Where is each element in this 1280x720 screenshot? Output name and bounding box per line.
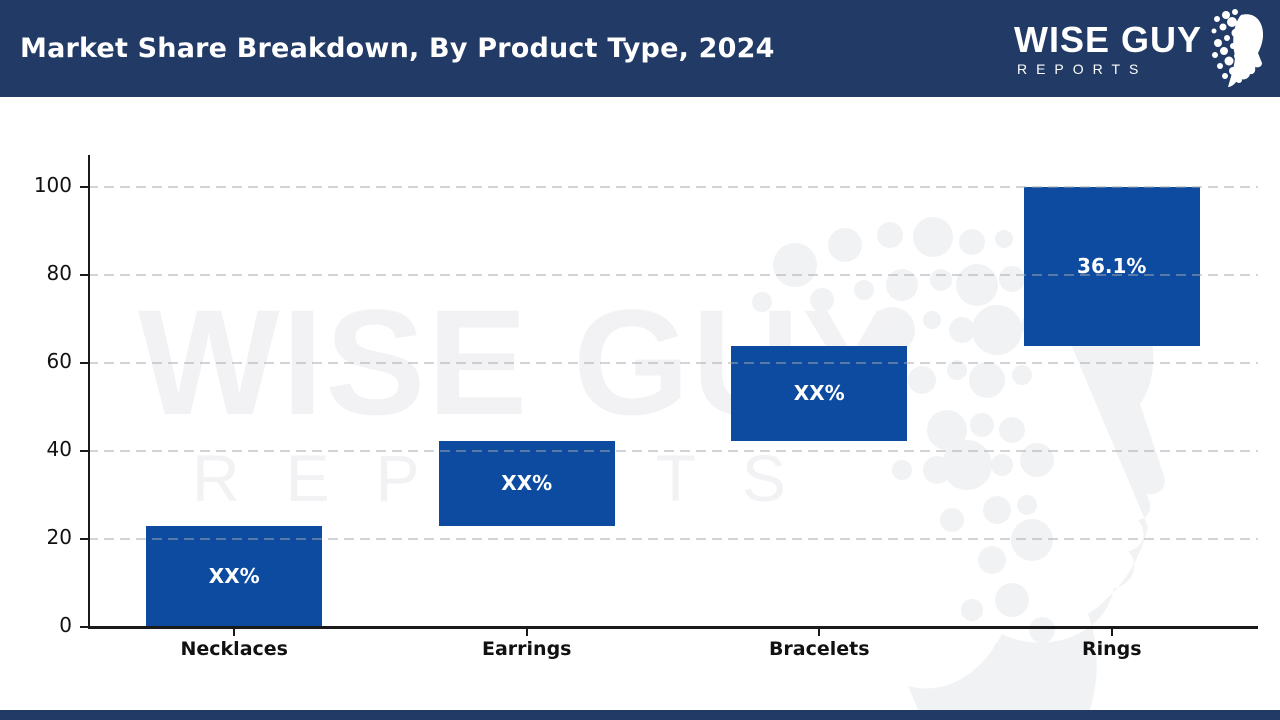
footer-bar (0, 710, 1280, 720)
gridline-20 (88, 538, 1258, 540)
y-axis-line (88, 155, 90, 627)
x-tick-label: Necklaces (180, 638, 288, 660)
x-tick-mark (525, 629, 528, 636)
y-tick-mark (80, 626, 88, 628)
gridline-80 (88, 274, 1258, 276)
y-tick-label: 40 (46, 437, 72, 461)
logo-reports-text: REPORTS (1016, 60, 1148, 77)
gridline-40 (88, 450, 1258, 452)
bar-necklaces (146, 525, 323, 627)
y-tick-mark (80, 186, 88, 188)
y-tick-mark (80, 274, 88, 276)
logo-wiseguy-text: WISE GUY (1013, 18, 1202, 60)
header-band: Market Share Breakdown, By Product Type,… (0, 0, 1280, 97)
y-tick-mark (80, 450, 88, 452)
bar-value-label: XX% (501, 470, 553, 495)
x-tick-label: Earrings (482, 638, 572, 660)
x-tick-label: Rings (1081, 638, 1142, 660)
y-tick-label: 0 (59, 613, 72, 637)
x-tick-label: Bracelets (768, 638, 870, 660)
y-tick-label: 80 (46, 261, 72, 285)
bar-value-label: XX% (208, 563, 260, 588)
bar-earrings (438, 440, 615, 526)
x-tick-mark (1110, 629, 1113, 636)
y-tick-label: 20 (46, 525, 72, 549)
bar-value-label: XX% (793, 380, 845, 405)
y-tick-label: 60 (46, 349, 72, 373)
gridline-60 (88, 362, 1258, 364)
x-tick-mark (818, 629, 821, 636)
chart-title: Market Share Breakdown, By Product Type,… (20, 33, 775, 64)
x-tick-mark (233, 629, 236, 636)
logo-face-icon (1211, 8, 1264, 87)
y-tick-mark (80, 538, 88, 540)
logo-text: WISE GUY REPORTS (1013, 18, 1202, 77)
x-axis-line (88, 626, 1258, 629)
y-tick-label: 100 (33, 173, 72, 197)
bar-rings (1023, 187, 1200, 346)
brand-logo: WISE GUY REPORTS (1014, 7, 1266, 91)
gridline-100 (88, 186, 1258, 188)
y-tick-mark (80, 362, 88, 364)
bar-value-label: 36.1% (1077, 254, 1147, 278)
bar-bracelets (731, 345, 908, 441)
